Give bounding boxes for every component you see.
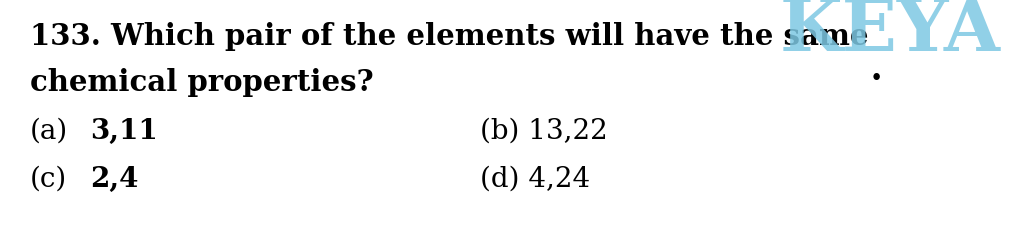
Text: 133. Which pair of the elements will have the same: 133. Which pair of the elements will hav…	[30, 22, 868, 51]
Text: chemical properties?: chemical properties?	[30, 68, 374, 97]
Text: 2,4: 2,4	[90, 166, 138, 193]
Text: •: •	[870, 68, 884, 90]
Text: (b) 13,22: (b) 13,22	[480, 118, 608, 145]
Text: (a): (a)	[30, 118, 69, 145]
Text: KEYA: KEYA	[780, 0, 1001, 66]
Text: 3,11: 3,11	[90, 118, 158, 145]
Text: (d) 4,24: (d) 4,24	[480, 166, 590, 193]
Text: (c): (c)	[30, 166, 68, 193]
